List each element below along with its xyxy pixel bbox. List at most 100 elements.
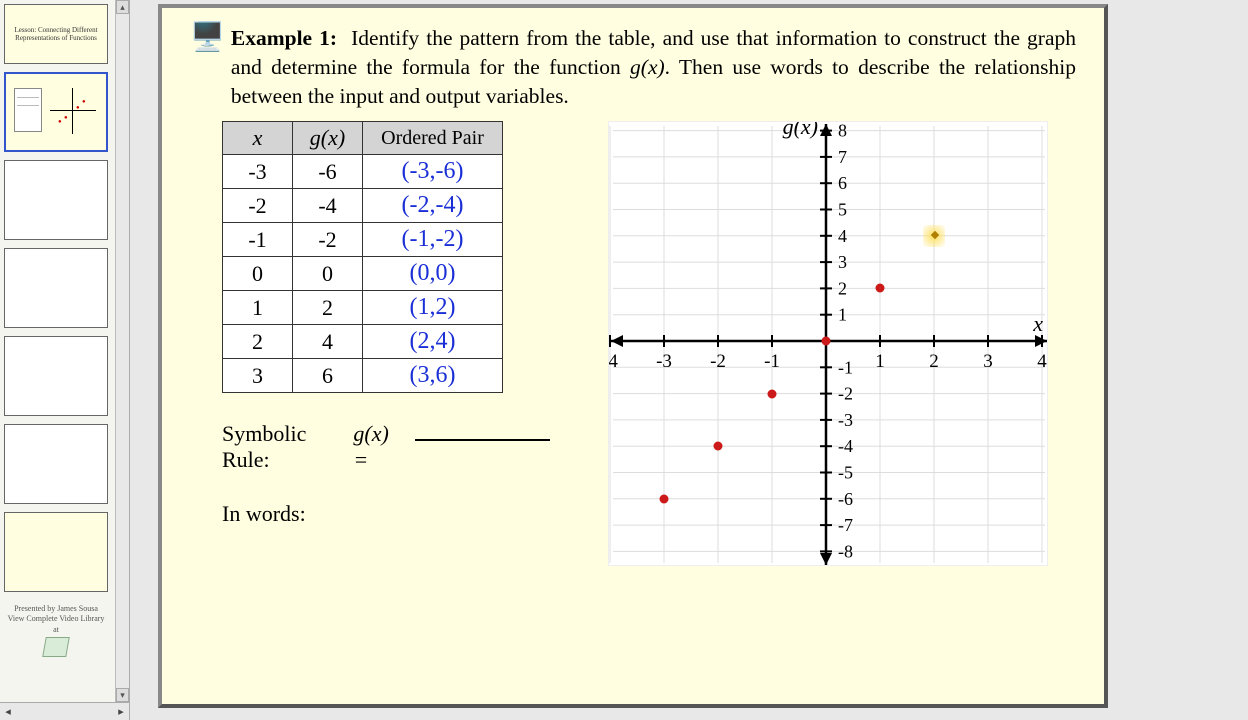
svg-text:-4: -4: [838, 436, 853, 456]
svg-text:x: x: [1032, 311, 1043, 336]
thumbnail-4[interactable]: [4, 248, 108, 328]
svg-text:4: 4: [1037, 351, 1047, 372]
cell-x: 1: [223, 291, 293, 325]
col-header-x: x: [223, 122, 293, 155]
sidebar-scroll-area: Lesson: Connecting Different Representat…: [0, 0, 129, 702]
table-row: 12(1,2): [223, 291, 503, 325]
scroll-up-icon[interactable]: ▴: [116, 0, 129, 14]
svg-text:-3: -3: [838, 410, 853, 430]
plotted-point: [876, 284, 885, 293]
sidebar-scrollbar[interactable]: ▴ ▾: [115, 0, 129, 702]
thumbnail-sidebar: Lesson: Connecting Different Representat…: [0, 0, 130, 720]
cell-x: 2: [223, 325, 293, 359]
plotted-point: [768, 389, 777, 398]
cell-gx: 0: [293, 257, 363, 291]
cell-x: -3: [223, 155, 293, 189]
cell-ordered-pair: (0,0): [363, 257, 503, 291]
symbolic-rule-row: Symbolic Rule: g(x) =: [222, 421, 550, 473]
thumbnail-3[interactable]: [4, 160, 108, 240]
thumbnail-6[interactable]: [4, 424, 108, 504]
thumbnail-1-title[interactable]: Lesson: Connecting Different Representat…: [4, 4, 108, 64]
sidebar-nav-controls: ◂ ▸: [0, 702, 129, 720]
symbolic-rule-blank: [415, 439, 550, 441]
function-name: g(x): [630, 55, 665, 79]
prev-slide-icon[interactable]: ◂: [0, 705, 16, 718]
plotted-point: [714, 442, 723, 451]
svg-text:3: 3: [838, 252, 847, 272]
slide-page: 🖥️ Example 1: Identify the pattern from …: [158, 4, 1108, 708]
svg-text:-5: -5: [838, 463, 853, 483]
svg-text:-1: -1: [764, 351, 780, 372]
scroll-down-icon[interactable]: ▾: [116, 688, 129, 702]
svg-text:-2: -2: [710, 351, 726, 372]
thumbnail-5[interactable]: [4, 336, 108, 416]
footer-presenter: Presented by James Sousa: [6, 604, 106, 614]
cell-x: -1: [223, 223, 293, 257]
cell-ordered-pair: (-2,-4): [363, 189, 503, 223]
in-words-label: In words:: [222, 501, 550, 527]
table-header-row: x g(x) Ordered Pair: [223, 122, 503, 155]
table-row: -3-6(-3,-6): [223, 155, 503, 189]
cell-gx: -2: [293, 223, 363, 257]
thumbnail-7[interactable]: [4, 512, 108, 592]
footer-logo-icon: [42, 637, 70, 657]
table-body: -3-6(-3,-6)-2-4(-2,-4)-1-2(-1,-2)00(0,0)…: [223, 155, 503, 393]
cell-gx: 6: [293, 359, 363, 393]
cell-ordered-pair: (2,4): [363, 325, 503, 359]
svg-text:7: 7: [838, 147, 847, 167]
sidebar-footer: Presented by James Sousa View Complete V…: [2, 600, 110, 663]
svg-text:3: 3: [983, 351, 993, 372]
coordinate-graph: -4-3-2-1123412345678-1-2-3-4-5-6-7-8g(x)…: [608, 121, 1048, 566]
footer-library-link: View Complete Video Library at: [6, 614, 106, 635]
table-row: -2-4(-2,-4): [223, 189, 503, 223]
cell-ordered-pair: (-3,-6): [363, 155, 503, 189]
main-content-area: 🖥️ Example 1: Identify the pattern from …: [130, 0, 1248, 720]
scroll-track[interactable]: [116, 14, 129, 688]
svg-text:5: 5: [838, 200, 847, 220]
left-column: x g(x) Ordered Pair -3-6(-3,-6)-2-4(-2,-…: [190, 121, 550, 566]
example-heading: 🖥️ Example 1: Identify the pattern from …: [190, 24, 1076, 111]
cell-gx: -4: [293, 189, 363, 223]
cell-gx: 2: [293, 291, 363, 325]
svg-text:-8: -8: [838, 541, 853, 561]
svg-text:6: 6: [838, 173, 847, 193]
cell-gx: -6: [293, 155, 363, 189]
graph-svg: -4-3-2-1123412345678-1-2-3-4-5-6-7-8g(x)…: [609, 122, 1049, 567]
svg-text:-6: -6: [838, 489, 853, 509]
table-row: 36(3,6): [223, 359, 503, 393]
cell-gx: 4: [293, 325, 363, 359]
svg-text:-3: -3: [656, 351, 672, 372]
col-header-gx: g(x): [293, 122, 363, 155]
function-table: x g(x) Ordered Pair -3-6(-3,-6)-2-4(-2,-…: [222, 121, 503, 393]
cell-x: -2: [223, 189, 293, 223]
example-label: Example 1:: [231, 26, 337, 50]
svg-text:2: 2: [929, 351, 939, 372]
problem-statement: Example 1: Identify the pattern from the…: [231, 24, 1076, 111]
thumbnail-2-current[interactable]: ● ● ● ●: [4, 72, 108, 152]
svg-text:1: 1: [838, 305, 847, 325]
symbolic-rule-label: Symbolic Rule:: [222, 421, 345, 473]
plotted-point: [660, 494, 669, 503]
cell-x: 0: [223, 257, 293, 291]
plotted-point: [822, 337, 831, 346]
cell-ordered-pair: (-1,-2): [363, 223, 503, 257]
next-slide-icon[interactable]: ▸: [113, 705, 129, 718]
svg-text:4: 4: [838, 226, 847, 246]
table-row: 24(2,4): [223, 325, 503, 359]
svg-text:-4: -4: [609, 351, 618, 372]
content-row: x g(x) Ordered Pair -3-6(-3,-6)-2-4(-2,-…: [190, 121, 1076, 566]
cell-x: 3: [223, 359, 293, 393]
cell-ordered-pair: (1,2): [363, 291, 503, 325]
table-row: 00(0,0): [223, 257, 503, 291]
cell-ordered-pair: (3,6): [363, 359, 503, 393]
svg-text:g(x): g(x): [783, 122, 818, 139]
svg-text:-7: -7: [838, 515, 853, 535]
svg-text:-2: -2: [838, 384, 853, 404]
svg-text:1: 1: [875, 351, 885, 372]
computer-icon: 🖥️: [190, 24, 225, 52]
thumbnail-list: Lesson: Connecting Different Representat…: [0, 0, 112, 667]
table-row: -1-2(-1,-2): [223, 223, 503, 257]
symbolic-rule-func: g(x) =: [353, 421, 403, 473]
col-header-ordered-pair: Ordered Pair: [363, 122, 503, 155]
svg-text:2: 2: [838, 278, 847, 298]
